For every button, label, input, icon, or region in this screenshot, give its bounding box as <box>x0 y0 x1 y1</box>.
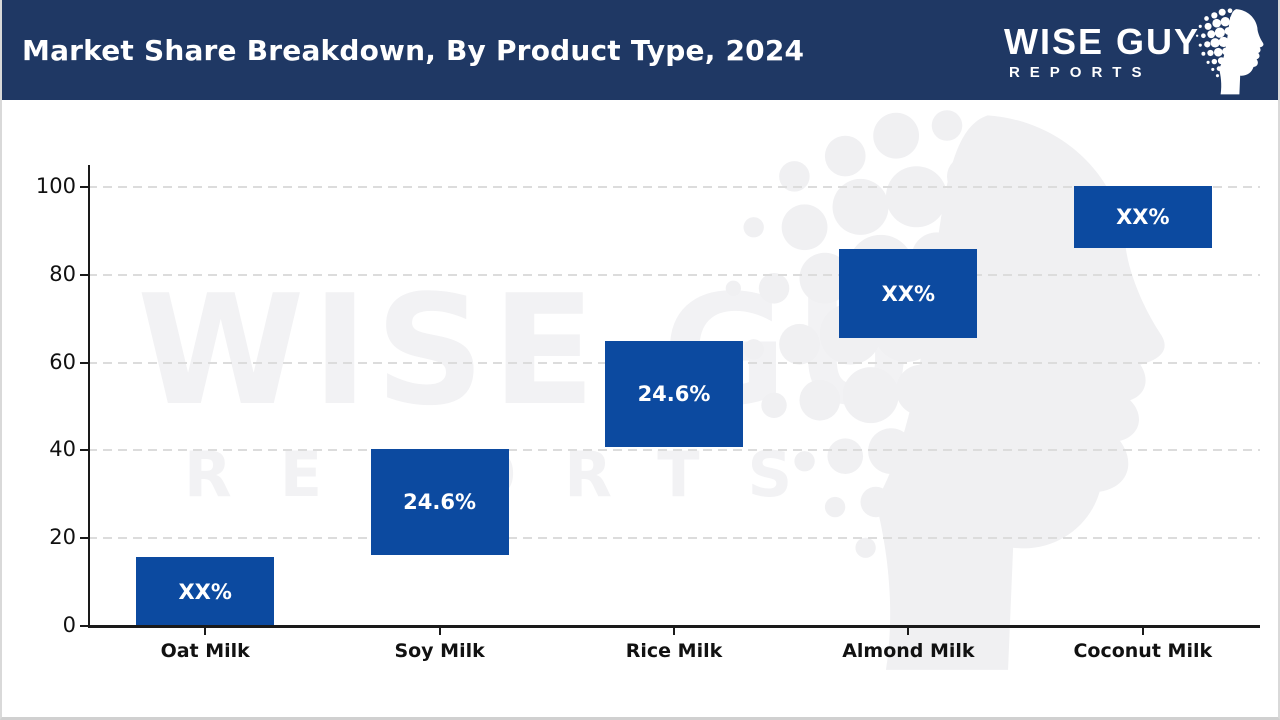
y-tick-mark-20 <box>80 537 88 540</box>
y-tick-mark-0 <box>80 625 88 627</box>
x-tick-mark-rice-milk <box>673 628 675 635</box>
bar-value-label-almond-milk: XX% <box>881 281 936 306</box>
bar-rice-milk: 24.6% <box>605 340 743 448</box>
bar-value-label-rice-milk: 24.6% <box>637 381 711 406</box>
x-category-label-coconut-milk: Coconut Milk <box>1073 640 1213 662</box>
y-tick-label-40: 40 <box>49 437 76 462</box>
y-tick-label-60: 60 <box>49 349 76 374</box>
x-axis-line <box>88 625 1260 628</box>
y-tick-mark-100 <box>80 186 88 188</box>
y-tick-label-20: 20 <box>49 525 76 550</box>
y-tick-mark-80 <box>80 273 88 276</box>
logo-line2: REPORTS <box>1008 64 1152 81</box>
bar-soy-milk: 24.6% <box>370 449 509 556</box>
bar-value-label-oat-milk: XX% <box>178 579 232 604</box>
bar-almond-milk: XX% <box>839 248 978 339</box>
bar-value-label-coconut-milk: XX% <box>1116 204 1170 229</box>
bar-coconut-milk: XX% <box>1073 185 1212 248</box>
header-bar: Market Share Breakdown, By Product Type,… <box>2 0 1278 100</box>
bar-value-label-soy-milk: 24.6% <box>403 490 477 515</box>
x-category-label-almond-milk: Almond Milk <box>842 640 975 662</box>
x-tick-mark-soy-milk <box>438 628 441 635</box>
y-tick-mark-60 <box>80 361 88 364</box>
y-tick-label-100: 100 <box>35 174 76 198</box>
wise-guy-logo: WISE GUY REPORTS <box>1004 6 1274 96</box>
logo-wordmark: WISE GUY REPORTS <box>1004 21 1200 81</box>
x-tick-mark-coconut-milk <box>1141 628 1144 635</box>
y-tick-label-0: 0 <box>62 613 76 637</box>
gridline-20 <box>88 537 1260 540</box>
page-title: Market Share Breakdown, By Product Type,… <box>22 33 805 67</box>
logo-line1: WISE GUY <box>1003 21 1200 62</box>
x-category-label-oat-milk: Oat Milk <box>160 640 250 662</box>
gridline-100 <box>88 186 1260 188</box>
x-category-label-rice-milk: Rice Milk <box>625 640 723 662</box>
x-category-label-soy-milk: Soy Milk <box>394 640 485 662</box>
bar-oat-milk: XX% <box>136 557 275 626</box>
y-axis-line <box>88 165 90 628</box>
gridline-40 <box>88 449 1260 452</box>
x-tick-mark-almond-milk <box>907 628 910 635</box>
gridline-80 <box>88 273 1260 276</box>
y-tick-label-80: 80 <box>49 261 76 286</box>
y-tick-mark-40 <box>80 449 88 452</box>
x-tick-mark-oat-milk <box>204 628 207 635</box>
